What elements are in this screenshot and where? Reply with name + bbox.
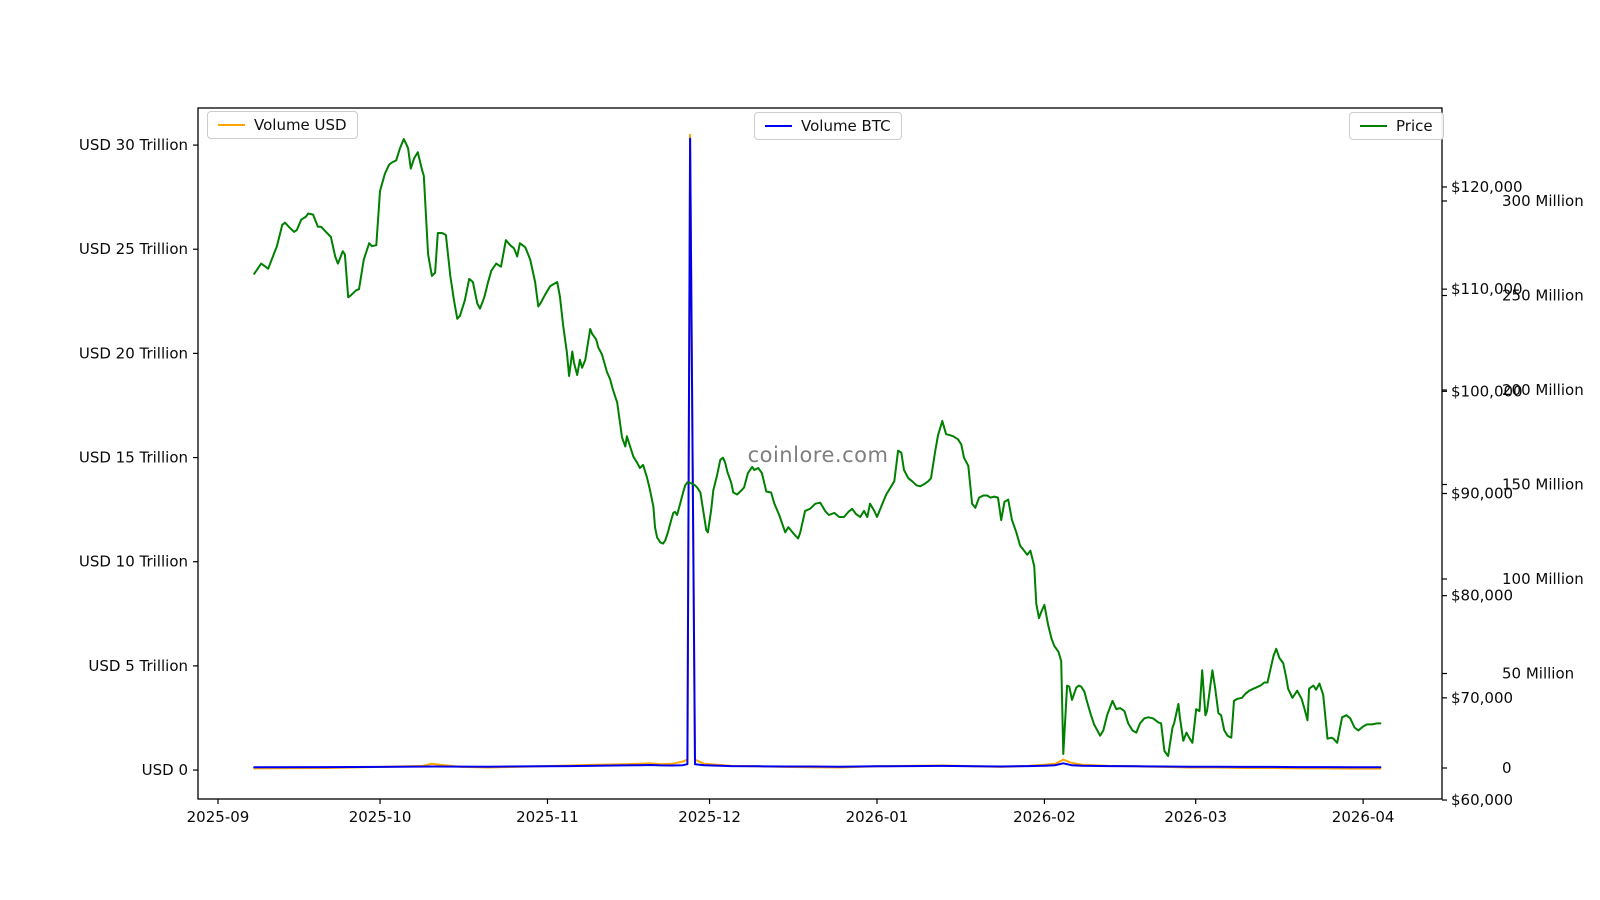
legend-volume-btc: Volume BTC (754, 112, 902, 140)
legend-volume-usd-label: Volume USD (254, 116, 347, 134)
left-tick-label: USD 15 Trillion (79, 449, 188, 467)
price-tick-label: $100,000 (1451, 382, 1523, 400)
x-tick-label: 2025-12 (678, 808, 741, 826)
left-tick-label: USD 30 Trillion (79, 136, 188, 154)
legend-price: Price (1349, 112, 1444, 140)
legend-volume-usd: Volume USD (207, 111, 358, 139)
price-tick-label: $70,000 (1451, 689, 1513, 707)
coinlore-watermark: coinlore.com (747, 443, 889, 467)
btc-tick-label: 200 Million (1502, 381, 1584, 399)
price-tick-label: $60,000 (1451, 791, 1513, 809)
x-tick-label: 2025-10 (349, 808, 412, 826)
volume-btc-line (253, 137, 1382, 769)
legend-price-label: Price (1396, 117, 1433, 135)
left-tick-label: USD 20 Trillion (79, 344, 188, 362)
price-line (253, 138, 1382, 758)
left-tick-label: USD 0 (142, 761, 188, 779)
x-tick-label: 2026-03 (1164, 808, 1227, 826)
x-tick-label: 2025-09 (187, 808, 250, 826)
left-tick-label: USD 10 Trillion (79, 553, 188, 571)
price-tick-label: $90,000 (1451, 485, 1513, 503)
x-tick-label: 2025-11 (516, 808, 579, 826)
price-line-swatch (1360, 125, 1387, 127)
legend-volume-btc-label: Volume BTC (801, 117, 891, 135)
price-tick-label: $120,000 (1451, 178, 1523, 196)
btc-tick-label: 150 Million (1502, 475, 1584, 493)
btc-tick-label: 50 Million (1502, 665, 1574, 683)
price-tick-label: $80,000 (1451, 587, 1513, 605)
x-tick-label: 2026-02 (1013, 808, 1076, 826)
volume-btc-line-swatch (765, 125, 792, 127)
x-tick-label: 2026-01 (846, 808, 909, 826)
btc-tick-label: 250 Million (1502, 286, 1584, 304)
x-tick-label: 2026-04 (1332, 808, 1395, 826)
volume-usd-line-swatch (218, 124, 245, 126)
btc-tick-label: 300 Million (1502, 192, 1584, 210)
btc-tick-label: 0 (1502, 759, 1512, 777)
left-tick-label: USD 5 Trillion (88, 657, 188, 675)
btc-tick-label: 100 Million (1502, 570, 1584, 588)
left-tick-label: USD 25 Trillion (79, 240, 188, 258)
plot-border (197, 107, 1443, 800)
price-tick-label: $110,000 (1451, 280, 1523, 298)
